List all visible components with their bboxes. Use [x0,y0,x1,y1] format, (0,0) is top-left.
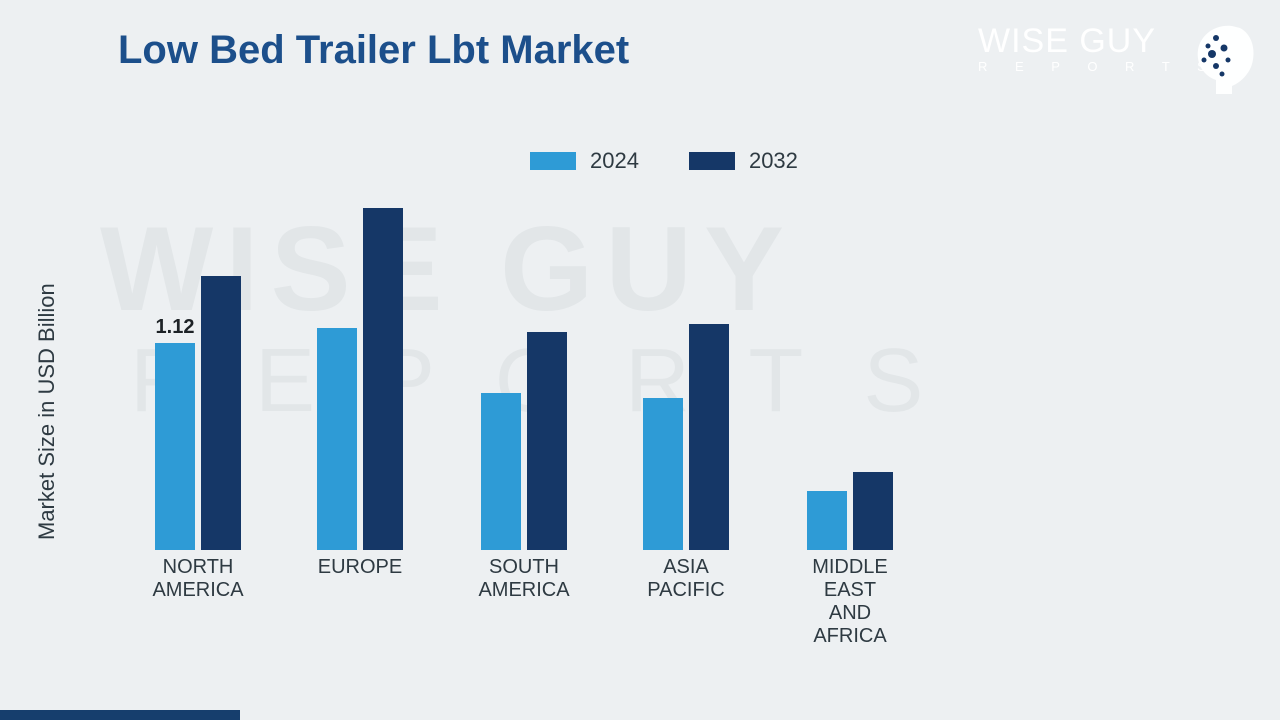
bar [807,491,847,550]
bar-group [317,208,417,550]
legend-label-2032: 2032 [749,148,798,174]
category-label: NORTHAMERICA [133,556,263,602]
category-label: MIDDLEEASTANDAFRICA [785,556,915,648]
category-label: EUROPE [295,556,425,579]
legend-item-2032: 2032 [689,148,798,174]
bar [689,324,729,550]
bar-group [807,472,907,550]
bar-group [481,332,581,550]
bar [155,343,195,550]
y-axis-label: Market Size in USD Billion [34,283,60,540]
bar [363,208,403,550]
bar-value-label: 1.12 [156,316,195,339]
legend-swatch-2032 [689,152,735,170]
footer-strip [0,710,240,720]
bar [481,393,521,550]
brand-head-icon [1182,20,1260,98]
bar [527,332,567,550]
legend-label-2024: 2024 [590,148,639,174]
category-label: SOUTHAMERICA [459,556,589,602]
category-label: ASIAPACIFIC [621,556,751,602]
legend: 2024 2032 [530,148,798,174]
bar [201,276,241,550]
bar-group [643,324,743,550]
plot-area: 1.12 [120,180,950,550]
chart-canvas: WISE GUY REPORTS Low Bed Trailer Lbt Mar… [0,0,1280,720]
chart-title: Low Bed Trailer Lbt Market [118,28,629,73]
legend-swatch-2024 [530,152,576,170]
bar [643,398,683,550]
bar [853,472,893,550]
category-labels: NORTHAMERICA EUROPE SOUTHAMERICA ASIAPACIFI… [120,556,950,676]
brand-logo: WISE GUY R E P O R T S [978,22,1258,102]
legend-item-2024: 2024 [530,148,639,174]
bar [317,328,357,550]
